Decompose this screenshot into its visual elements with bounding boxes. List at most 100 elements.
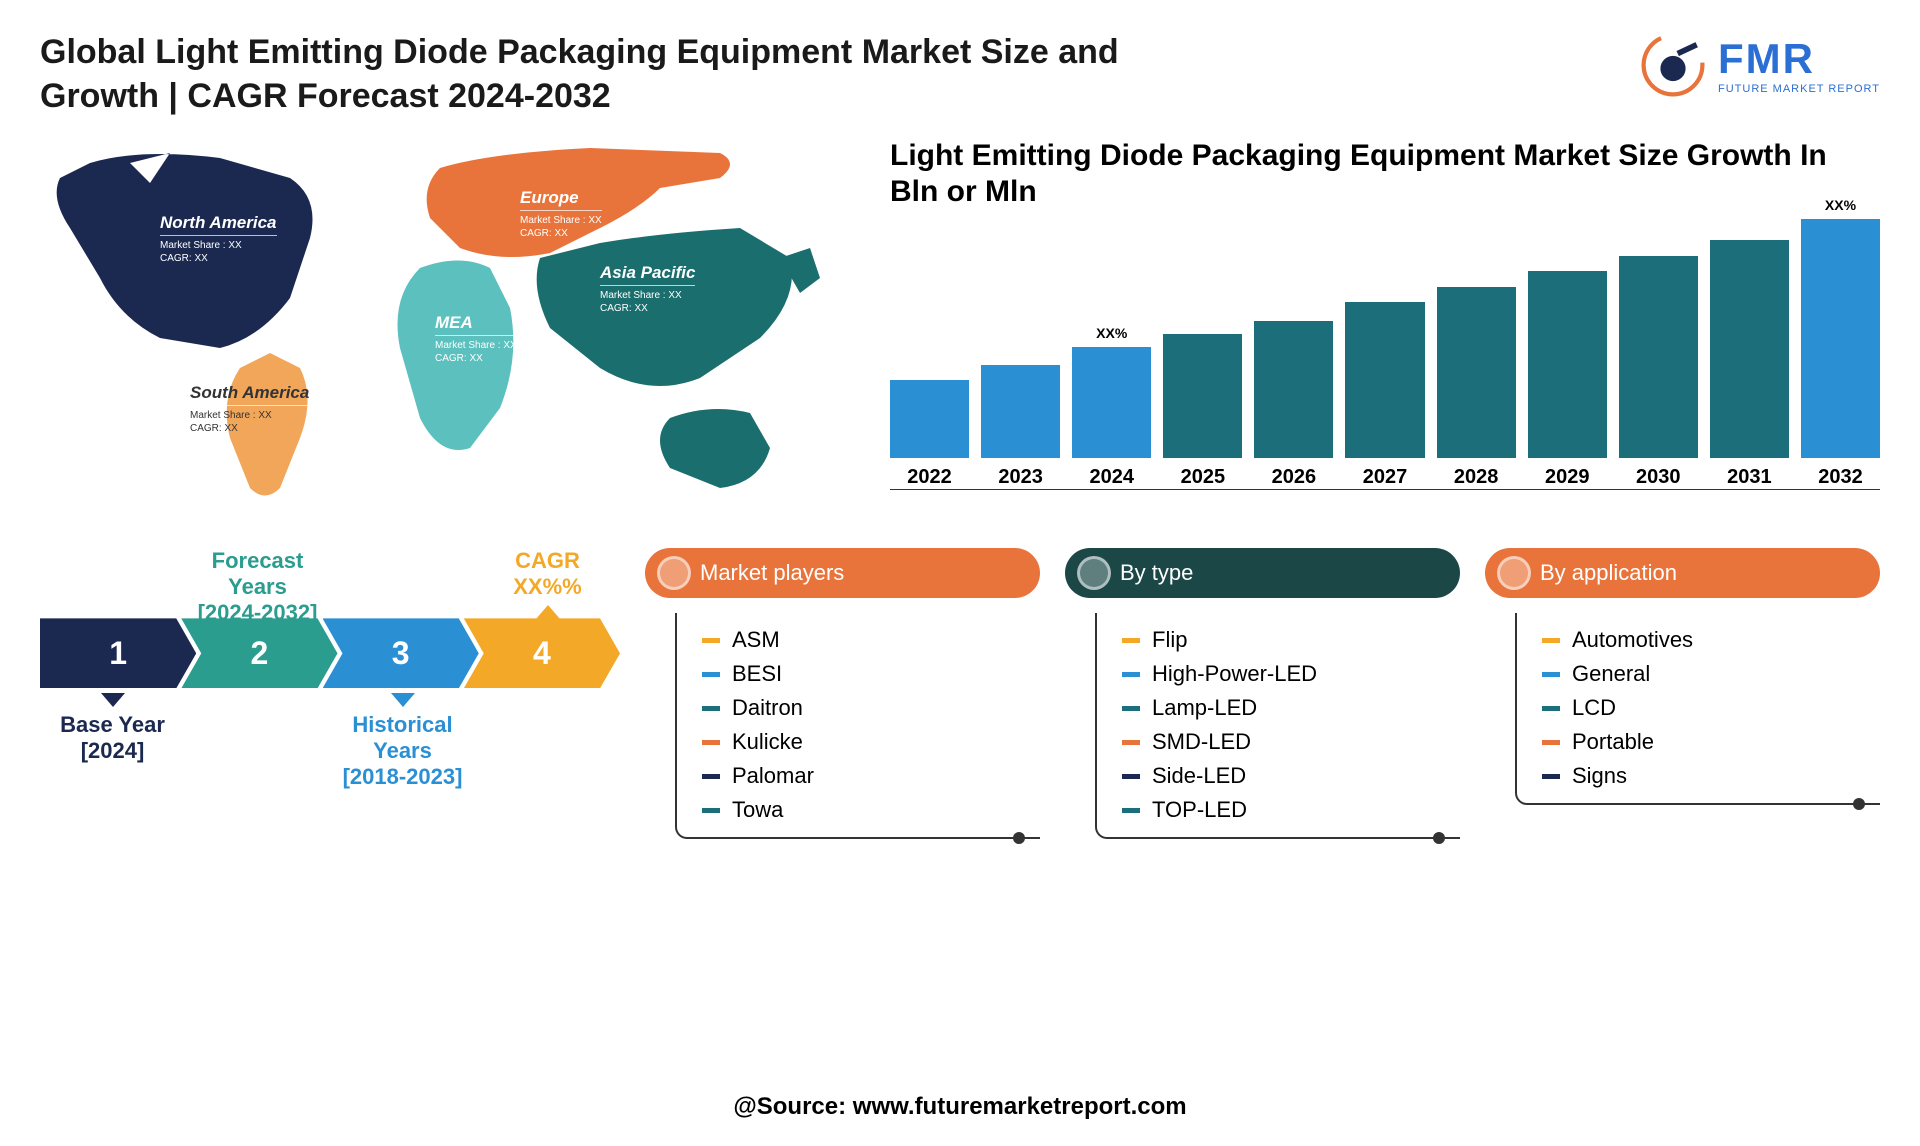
bar-group: 2022 <box>890 380 969 489</box>
category-marker <box>702 808 720 813</box>
bar <box>1619 256 1698 459</box>
category-item: Side-LED <box>1122 759 1460 793</box>
category-marker <box>1122 706 1140 711</box>
category-marker <box>1122 638 1140 643</box>
bar-year: 2032 <box>1818 466 1863 489</box>
chart-bars: 2022 2023 XX% 2024 2025 2026 2027 2028 2029 2030 2… <box>890 220 1880 490</box>
chart-title: Light Emitting Diode Packaging Equipment… <box>890 138 1880 210</box>
category-item: SMD-LED <box>1122 725 1460 759</box>
bar-year: 2025 <box>1181 466 1226 489</box>
timeline-segment: 3 <box>323 618 479 688</box>
bar-year: 2028 <box>1454 466 1499 489</box>
category-header: By type <box>1065 548 1460 598</box>
category-item: TOP-LED <box>1122 793 1460 827</box>
category-item: High-Power-LED <box>1122 657 1460 691</box>
bar-group: 2023 <box>981 365 1060 490</box>
category-item: ASM <box>702 623 1040 657</box>
category-body: AutomotivesGeneralLCDPortableSigns <box>1515 613 1880 805</box>
world-map: North AmericaMarket Share : XXCAGR: XX So… <box>40 138 860 508</box>
bar-chart: Light Emitting Diode Packaging Equipment… <box>890 138 1880 508</box>
bar <box>1710 240 1789 458</box>
category-marker <box>1122 774 1140 779</box>
source-text: @Source: www.futuremarketreport.com <box>733 1093 1186 1121</box>
timeline-segment: 2 <box>181 618 337 688</box>
bar <box>890 380 969 458</box>
category-item: Towa <box>702 793 1040 827</box>
category-marker <box>702 774 720 779</box>
bar-group: XX% 2032 <box>1801 219 1880 489</box>
map-region: Asia PacificMarket Share : XXCAGR: XX <box>600 263 695 315</box>
category-item: Flip <box>1122 623 1460 657</box>
bar <box>981 365 1060 459</box>
bar <box>1528 271 1607 458</box>
category-marker <box>1122 808 1140 813</box>
bar <box>1437 287 1516 459</box>
bar-year: 2026 <box>1272 466 1317 489</box>
category-column: By application AutomotivesGeneralLCDPorta… <box>1485 548 1880 839</box>
bar-annotation: XX% <box>1825 197 1856 213</box>
bar-group: 2029 <box>1528 271 1607 489</box>
category-item: Lamp-LED <box>1122 691 1460 725</box>
map-region: North AmericaMarket Share : XXCAGR: XX <box>160 213 277 265</box>
category-marker <box>702 638 720 643</box>
bar-year: 2027 <box>1363 466 1408 489</box>
category-marker <box>1542 740 1560 745</box>
bar-group: 2030 <box>1619 256 1698 490</box>
bar-year: 2031 <box>1727 466 1772 489</box>
timeline-label-bottom: Historical Years[2018-2023] <box>330 693 475 790</box>
map-region: South AmericaMarket Share : XXCAGR: XX <box>190 383 309 435</box>
bar-year: 2022 <box>907 466 952 489</box>
bar-year: 2029 <box>1545 466 1590 489</box>
category-item: General <box>1542 657 1880 691</box>
category-item: Palomar <box>702 759 1040 793</box>
logo: FMR FUTURE MARKET REPORT <box>1638 30 1880 100</box>
bar-year: 2024 <box>1089 466 1134 489</box>
category-marker <box>1542 774 1560 779</box>
category-body: FlipHigh-Power-LEDLamp-LEDSMD-LEDSide-LE… <box>1095 613 1460 839</box>
bar <box>1163 334 1242 459</box>
category-marker <box>1542 706 1560 711</box>
category-marker <box>1122 740 1140 745</box>
bar <box>1254 321 1333 459</box>
category-item: BESI <box>702 657 1040 691</box>
category-column: Market players ASMBESIDaitronKulickePalom… <box>645 548 1040 839</box>
bar-year: 2023 <box>998 466 1043 489</box>
category-body: ASMBESIDaitronKulickePalomarTowa <box>675 613 1040 839</box>
category-marker <box>1542 672 1560 677</box>
category-item: LCD <box>1542 691 1880 725</box>
bar-year: 2030 <box>1636 466 1681 489</box>
bar-group: 2028 <box>1437 287 1516 490</box>
page-title: Global Light Emitting Diode Packaging Eq… <box>40 30 1140 118</box>
category-item: Daitron <box>702 691 1040 725</box>
category-item: Automotives <box>1542 623 1880 657</box>
bar-group: 2025 <box>1163 334 1242 490</box>
category-column: By type FlipHigh-Power-LEDLamp-LEDSMD-LED… <box>1065 548 1460 839</box>
category-header: Market players <box>645 548 1040 598</box>
timeline-segment: 4 <box>464 618 620 688</box>
category-item: Kulicke <box>702 725 1040 759</box>
logo-subtitle: FUTURE MARKET REPORT <box>1718 83 1880 95</box>
category-marker <box>702 672 720 677</box>
logo-icon <box>1638 30 1708 100</box>
logo-text: FMR <box>1718 35 1880 83</box>
map-region: EuropeMarket Share : XXCAGR: XX <box>520 188 602 240</box>
map-region: MEAMarket Share : XXCAGR: XX <box>435 313 517 365</box>
category-marker <box>702 706 720 711</box>
bar: XX% <box>1801 219 1880 458</box>
category-marker <box>1542 638 1560 643</box>
timeline-label-bottom: Base Year[2024] <box>40 693 185 764</box>
category-header: By application <box>1485 548 1880 598</box>
timeline: Forecast Years[2024-2032]CAGRXX%% 1234 B… <box>40 548 620 783</box>
category-item: Portable <box>1542 725 1880 759</box>
bar: XX% <box>1072 347 1151 459</box>
bar-group: 2026 <box>1254 321 1333 490</box>
category-marker <box>702 740 720 745</box>
timeline-label-top: CAGRXX%% <box>475 548 620 619</box>
timeline-segment: 1 <box>40 618 196 688</box>
category-marker <box>1122 672 1140 677</box>
bar-annotation: XX% <box>1096 325 1127 341</box>
bar-group: 2031 <box>1710 240 1789 489</box>
bar-group: 2027 <box>1345 302 1424 489</box>
bar-group: XX% 2024 <box>1072 347 1151 490</box>
bar <box>1345 302 1424 458</box>
